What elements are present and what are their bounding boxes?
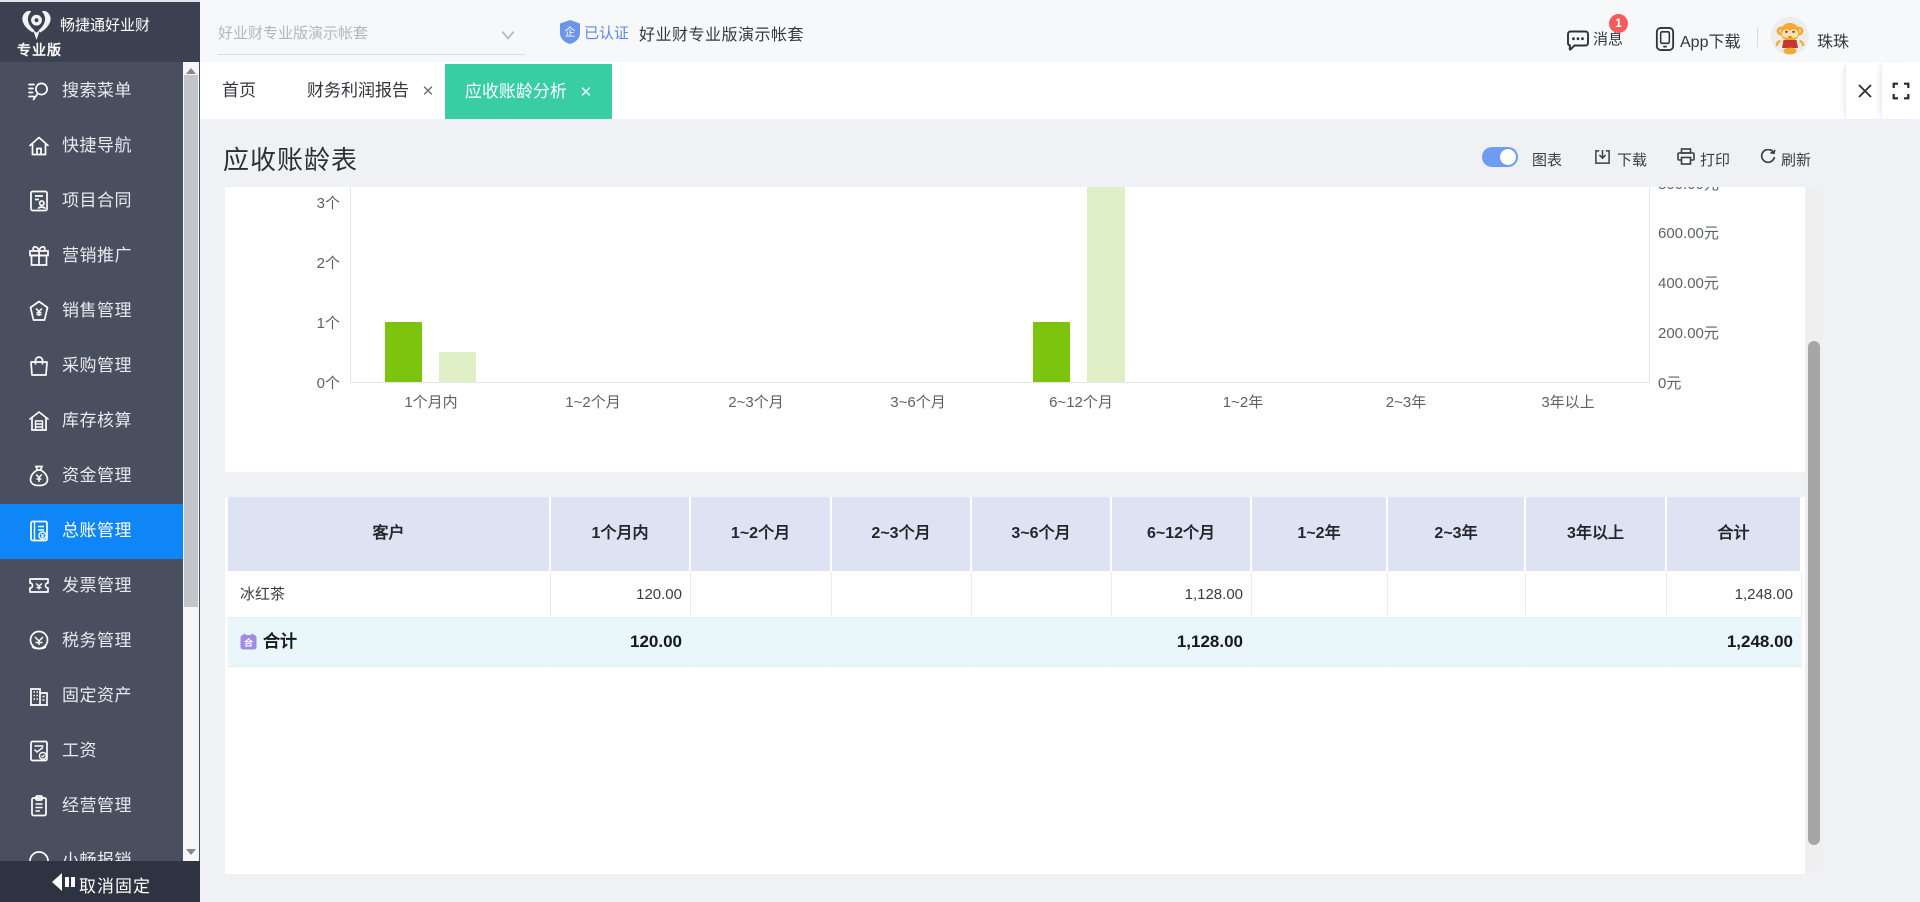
svg-text:企: 企 [565, 25, 576, 39]
svg-text:合: 合 [244, 637, 254, 648]
